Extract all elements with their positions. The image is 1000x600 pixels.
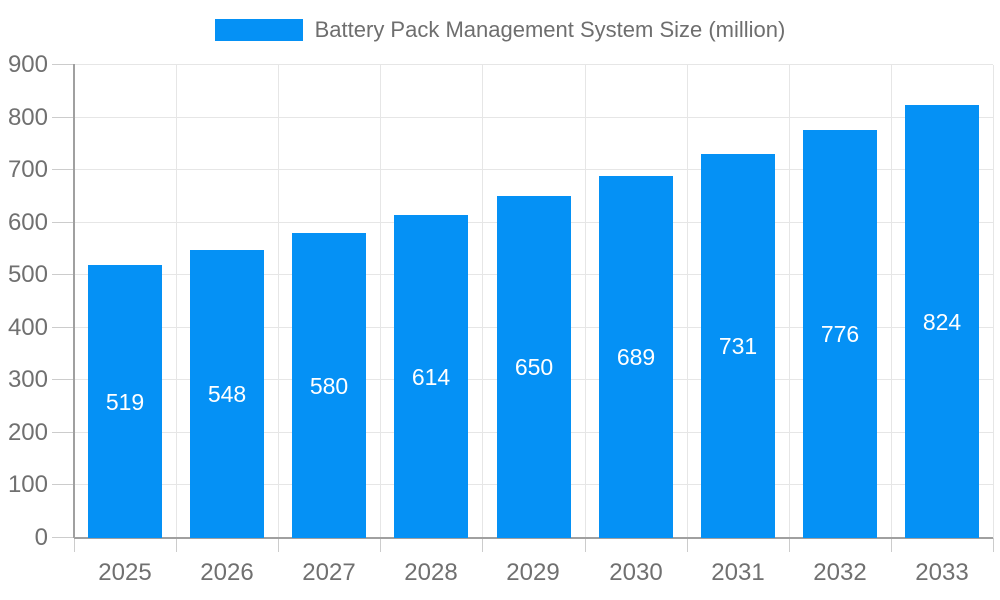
y-axis-tick (52, 537, 74, 538)
bar (701, 154, 775, 538)
gridline-vertical (585, 65, 586, 538)
y-axis-label: 400 (7, 314, 48, 341)
y-axis-tick (52, 432, 74, 433)
x-axis-label: 2028 (404, 559, 458, 586)
gridline-vertical (993, 65, 994, 538)
y-axis-tick (52, 64, 74, 65)
gridline-vertical (482, 65, 483, 538)
bar (292, 233, 366, 538)
x-axis-tick (482, 538, 483, 552)
bar-value-label: 824 (922, 309, 962, 335)
y-axis-label: 500 (7, 261, 48, 288)
gridline-vertical (278, 65, 279, 538)
legend-label: Battery Pack Management System Size (mil… (314, 17, 786, 42)
bar-value-label: 689 (616, 344, 656, 370)
y-axis-label: 800 (7, 104, 48, 131)
x-axis-label: 2031 (711, 559, 765, 586)
gridline-vertical (380, 65, 381, 538)
x-axis-tick (789, 538, 790, 552)
legend-swatch (214, 19, 303, 41)
x-axis-label: 2026 (200, 559, 254, 586)
y-axis-label: 300 (7, 366, 48, 393)
gridline-horizontal (74, 169, 993, 170)
gridline-vertical (789, 65, 790, 538)
gridline-vertical (176, 65, 177, 538)
bar (599, 176, 673, 538)
y-axis-label: 900 (7, 51, 48, 78)
y-axis-tick (52, 222, 74, 223)
y-axis-label: 200 (7, 419, 48, 446)
bar (190, 250, 264, 538)
x-axis-tick (687, 538, 688, 552)
y-axis-tick (52, 327, 74, 328)
gridline-horizontal (74, 64, 993, 65)
bar (88, 265, 162, 538)
y-axis-tick (52, 274, 74, 275)
y-axis-tick (52, 379, 74, 380)
x-axis-label: 2029 (506, 559, 560, 586)
bar-value-label: 776 (820, 321, 860, 347)
bar-value-label: 650 (514, 354, 554, 380)
y-axis-label: 0 (34, 524, 48, 551)
legend[interactable]: Battery Pack Management System Size (mil… (0, 17, 1000, 43)
y-axis-tick (52, 484, 74, 485)
bar (497, 196, 571, 538)
x-axis-label: 2030 (609, 559, 663, 586)
x-axis-tick (176, 538, 177, 552)
x-axis-label: 2025 (98, 559, 152, 586)
bar (803, 130, 877, 538)
x-axis-label: 2027 (302, 559, 356, 586)
x-axis-tick (278, 538, 279, 552)
gridline-vertical (687, 65, 688, 538)
x-axis-tick (891, 538, 892, 552)
bar-value-label: 580 (309, 373, 349, 399)
y-axis-label: 700 (7, 156, 48, 183)
bar-value-label: 519 (105, 389, 145, 415)
x-axis-label: 2032 (813, 559, 867, 586)
x-axis-label: 2033 (915, 559, 969, 586)
y-axis-tick (52, 169, 74, 170)
bar-value-label: 614 (411, 364, 451, 390)
bar-value-label: 548 (207, 381, 247, 407)
y-axis-label: 600 (7, 209, 48, 236)
x-axis-tick (993, 538, 994, 552)
y-axis-tick (52, 117, 74, 118)
y-axis-label: 100 (7, 471, 48, 498)
gridline-horizontal (74, 117, 993, 118)
bar (905, 105, 979, 538)
bar (394, 215, 468, 538)
x-axis-tick (74, 538, 75, 552)
x-axis-tick (380, 538, 381, 552)
gridline-vertical (891, 65, 892, 538)
x-axis-tick (585, 538, 586, 552)
x-axis-line (74, 537, 993, 539)
y-axis-line (73, 64, 75, 538)
bar-value-label: 731 (718, 333, 758, 359)
